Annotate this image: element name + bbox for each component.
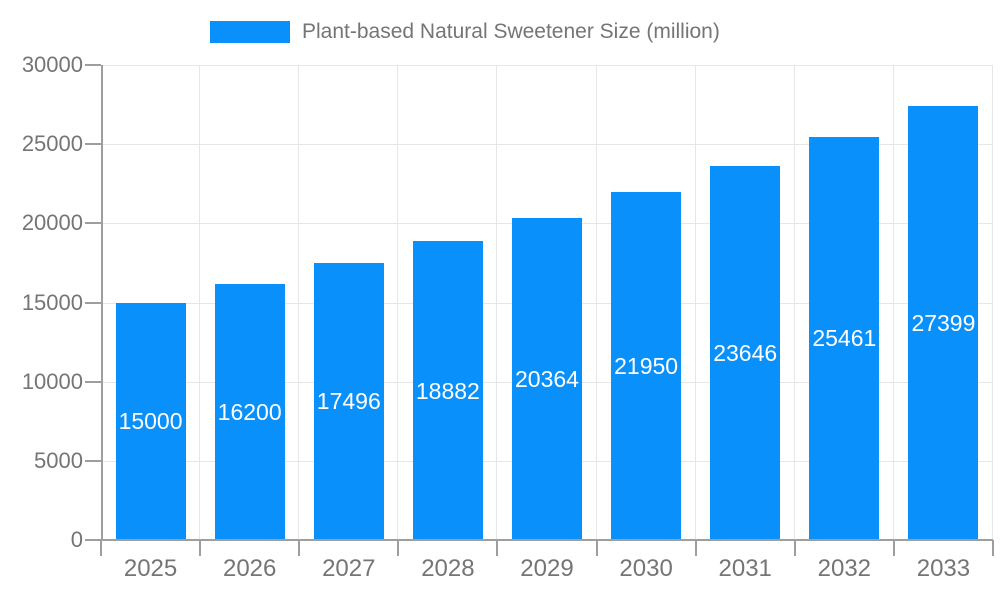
bar-value-label: 25461 xyxy=(812,325,877,352)
y-axis-tick-label: 5000 xyxy=(34,447,83,473)
x-axis-tick xyxy=(298,540,301,556)
y-axis-tick xyxy=(85,64,101,66)
x-axis-tick xyxy=(199,540,202,556)
bar xyxy=(313,262,384,540)
x-axis-tick-label: 2028 xyxy=(421,555,475,582)
x-axis-tick-label: 2032 xyxy=(817,555,872,582)
bar-value-label: 27399 xyxy=(911,310,976,337)
bars-layer xyxy=(101,65,993,540)
x-axis-tick xyxy=(397,540,400,556)
x-axis-tick xyxy=(496,540,499,556)
gridline-vertical xyxy=(992,65,993,540)
y-axis-tick-label: 30000 xyxy=(21,52,83,77)
y-axis-tick xyxy=(85,143,101,146)
y-axis-tick-label: 20000 xyxy=(21,210,83,236)
legend-label: Plant-based Natural Sweetener Size (mill… xyxy=(302,20,720,43)
y-axis-tick-label: 0 xyxy=(70,527,83,552)
x-axis-tick-label: 2033 xyxy=(916,555,971,582)
gridline-horizontal xyxy=(101,144,993,146)
bar xyxy=(611,192,682,540)
x-axis-line xyxy=(85,539,993,541)
y-axis-tick-label: 10000 xyxy=(21,368,83,394)
gridline-vertical xyxy=(793,65,795,540)
bar xyxy=(512,217,582,540)
gridline-vertical xyxy=(298,65,300,540)
bar xyxy=(412,241,483,540)
x-axis-tick-label: 2025 xyxy=(123,555,178,582)
bar-value-label: 20364 xyxy=(515,365,579,392)
y-axis-tick xyxy=(85,301,101,304)
bar-value-label: 17496 xyxy=(316,388,381,415)
y-axis-line xyxy=(101,65,103,540)
y-axis-tick xyxy=(85,380,101,383)
bar-value-label: 15000 xyxy=(118,408,183,435)
x-axis-tick xyxy=(100,540,102,556)
gridline-vertical xyxy=(694,65,696,540)
legend: Plant-based Natural Sweetener Size (mill… xyxy=(210,20,720,43)
x-axis-tick-label: 2026 xyxy=(222,555,277,582)
x-axis-tick-label: 2029 xyxy=(520,555,574,582)
gridline-vertical xyxy=(496,65,498,540)
plot-area: 15000 16200 17496 18882 20364 21950 23646 25461… xyxy=(101,65,993,540)
x-axis-tick-label: 2030 xyxy=(619,555,673,582)
gridline-vertical xyxy=(199,65,201,540)
gridline-vertical xyxy=(397,65,399,540)
y-axis-tick xyxy=(85,222,101,225)
gridline-horizontal xyxy=(101,65,993,66)
x-axis-tick xyxy=(793,540,796,556)
x-axis-tick xyxy=(992,540,994,556)
bar xyxy=(809,136,880,540)
gridline-vertical xyxy=(595,65,597,540)
x-axis-tick-label: 2031 xyxy=(718,555,772,582)
y-axis-tick-label: 25000 xyxy=(21,131,83,157)
bar-value-label: 21950 xyxy=(614,353,679,380)
x-axis-tick xyxy=(595,540,598,556)
bar-value-label: 16200 xyxy=(217,398,282,425)
bar xyxy=(908,106,979,540)
x-axis-tick xyxy=(892,540,895,556)
y-axis-tick xyxy=(85,539,101,541)
legend-swatch xyxy=(210,21,290,43)
y-axis-tick xyxy=(85,459,101,462)
gridline-vertical xyxy=(892,65,894,540)
bar-labels-layer: 15000 16200 17496 18882 20364 21950 23646 25461… xyxy=(101,65,993,540)
bar-value-label: 18882 xyxy=(415,377,480,404)
y-axis-tick-label: 15000 xyxy=(21,289,83,315)
bar-value-label: 23646 xyxy=(713,339,778,366)
bar xyxy=(115,302,186,540)
bar xyxy=(214,283,285,540)
bar xyxy=(710,165,781,540)
x-axis-tick-label: 2027 xyxy=(322,555,376,582)
x-axis-tick xyxy=(694,540,697,556)
